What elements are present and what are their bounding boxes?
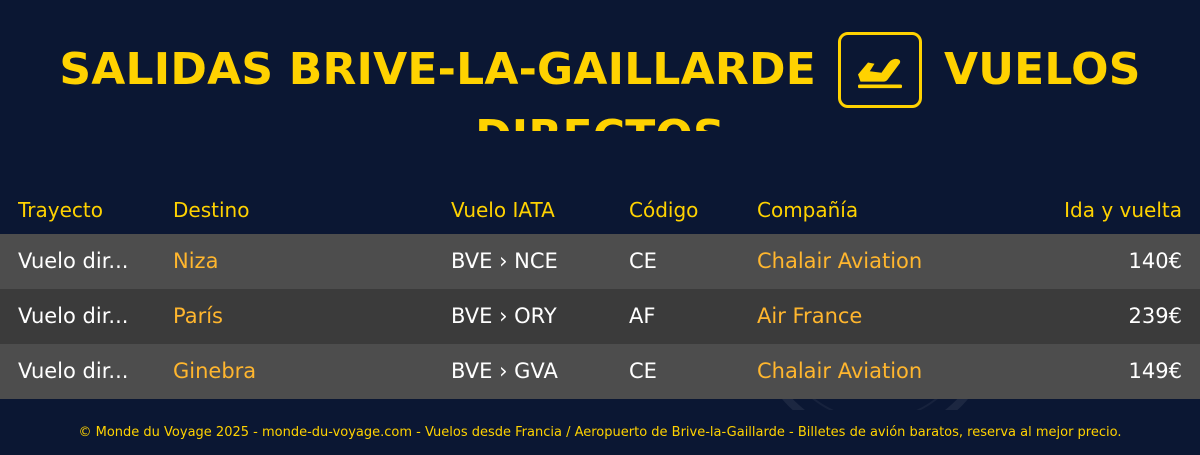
table-row[interactable]: Vuelo dir... Ginebra BVE › GVA CE Chalai… <box>0 344 1200 399</box>
footer: © Monde du Voyage 2025 - monde-du-voyage… <box>0 410 1200 455</box>
table-row[interactable]: Vuelo dir... París BVE › ORY AF Air Fran… <box>0 289 1200 344</box>
column-header-ida-y-vuelta: Ida y vuelta <box>1064 197 1182 222</box>
table-header-row: Trayecto Destino Vuelo IATA Código Compa… <box>0 185 1200 234</box>
page-title-overflow: DIRECTOS <box>475 108 725 131</box>
cell-vuelo-iata: BVE › ORY <box>451 304 557 328</box>
cell-vuelo-iata: BVE › GVA <box>451 359 558 383</box>
cell-compania[interactable]: Chalair Aviation <box>757 249 923 273</box>
cell-precio: 239€ <box>1128 304 1182 328</box>
cell-vuelo-iata: BVE › NCE <box>451 249 558 273</box>
header: SALIDAS BRIVE-LA-GAILLARDE VUELOS DIRECT… <box>0 0 1200 131</box>
column-header-vuelo-iata: Vuelo IATA <box>451 197 555 222</box>
footer-text: © Monde du Voyage 2025 - monde-du-voyage… <box>78 424 1122 440</box>
column-header-codigo: Código <box>629 197 699 222</box>
table-row[interactable]: Vuelo dir... Niza BVE › NCE CE Chalair A… <box>0 234 1200 289</box>
flights-table: Trayecto Destino Vuelo IATA Código Compa… <box>0 185 1200 399</box>
cell-destino[interactable]: Niza <box>173 249 219 273</box>
page-title-secondary: VUELOS <box>943 44 1141 95</box>
cell-compania[interactable]: Air France <box>757 304 863 328</box>
cell-precio: 140€ <box>1128 249 1182 273</box>
cell-codigo: AF <box>629 304 656 328</box>
cell-compania[interactable]: Chalair Aviation <box>757 359 923 383</box>
cell-codigo: CE <box>629 359 657 383</box>
cell-codigo: CE <box>629 249 657 273</box>
column-header-compania: Compañía <box>757 197 859 222</box>
cell-trayecto: Vuelo dir... <box>18 359 129 383</box>
cell-trayecto: Vuelo dir... <box>18 304 129 328</box>
cell-destino[interactable]: París <box>173 304 223 328</box>
cell-trayecto: Vuelo dir... <box>18 249 129 273</box>
page-title: SALIDAS BRIVE-LA-GAILLARDE <box>59 44 816 95</box>
cell-destino[interactable]: Ginebra <box>173 359 257 383</box>
title-row: SALIDAS BRIVE-LA-GAILLARDE VUELOS DIRECT… <box>0 32 1200 131</box>
column-header-trayecto: Trayecto <box>18 197 103 222</box>
cell-precio: 149€ <box>1128 359 1182 383</box>
column-header-destino: Destino <box>173 197 250 222</box>
airplane-takeoff-icon <box>837 32 922 108</box>
